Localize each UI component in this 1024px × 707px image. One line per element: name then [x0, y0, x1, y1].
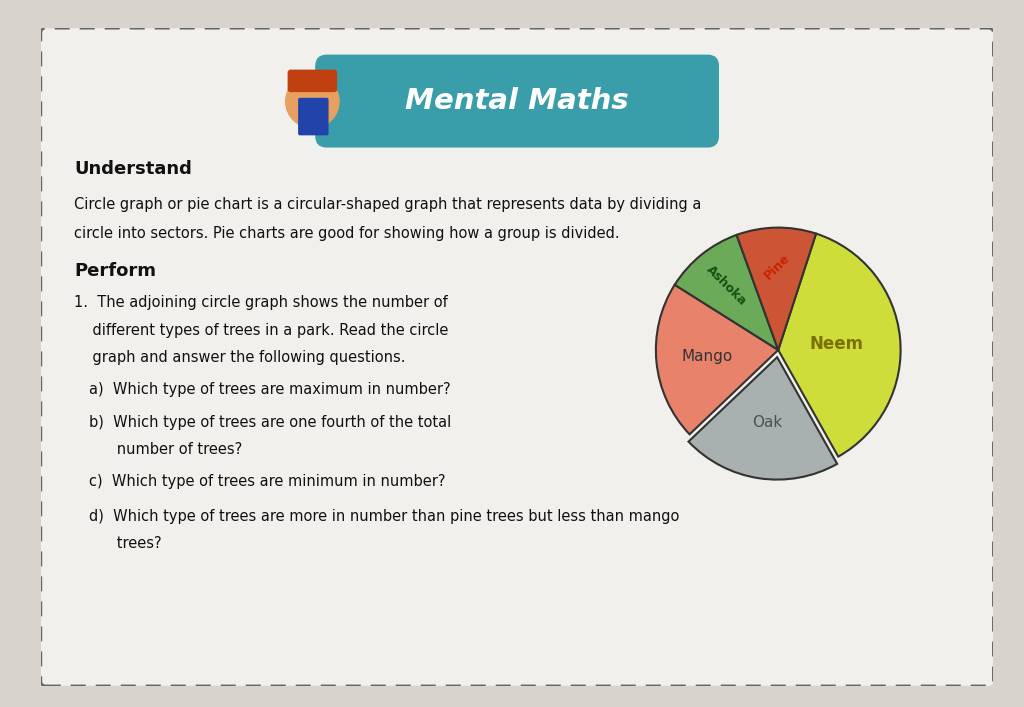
FancyBboxPatch shape — [288, 69, 337, 92]
Text: Oak: Oak — [753, 415, 782, 430]
Text: circle into sectors. Pie charts are good for showing how a group is divided.: circle into sectors. Pie charts are good… — [75, 226, 620, 240]
Wedge shape — [736, 228, 816, 350]
Text: d)  Which type of trees are more in number than pine trees but less than mango: d) Which type of trees are more in numbe… — [89, 509, 679, 524]
FancyBboxPatch shape — [298, 98, 329, 135]
Text: Neem: Neem — [810, 335, 863, 354]
Text: trees?: trees? — [89, 535, 161, 551]
Text: Perform: Perform — [75, 262, 157, 280]
Circle shape — [286, 75, 339, 128]
Text: c)  Which type of trees are minimum in number?: c) Which type of trees are minimum in nu… — [89, 474, 445, 489]
Text: Circle graph or pie chart is a circular-shaped graph that represents data by div: Circle graph or pie chart is a circular-… — [75, 197, 701, 212]
Wedge shape — [675, 235, 778, 350]
Text: Understand: Understand — [75, 160, 193, 178]
Text: Ashoka: Ashoka — [703, 262, 749, 308]
Text: a)  Which type of trees are maximum in number?: a) Which type of trees are maximum in nu… — [89, 382, 451, 397]
Text: b)  Which type of trees are one fourth of the total: b) Which type of trees are one fourth of… — [89, 415, 451, 431]
Wedge shape — [778, 233, 900, 457]
Text: number of trees?: number of trees? — [89, 442, 242, 457]
Text: different types of trees in a park. Read the circle: different types of trees in a park. Read… — [75, 323, 449, 338]
Wedge shape — [688, 357, 838, 479]
FancyBboxPatch shape — [315, 54, 719, 148]
Text: graph and answer the following questions.: graph and answer the following questions… — [75, 349, 406, 365]
Text: Pine: Pine — [762, 252, 793, 282]
Wedge shape — [656, 285, 778, 434]
Text: Mango: Mango — [682, 349, 733, 365]
Text: 1.  The adjoining circle graph shows the number of: 1. The adjoining circle graph shows the … — [75, 295, 449, 310]
Text: Mental Maths: Mental Maths — [406, 87, 629, 115]
FancyBboxPatch shape — [41, 28, 993, 686]
